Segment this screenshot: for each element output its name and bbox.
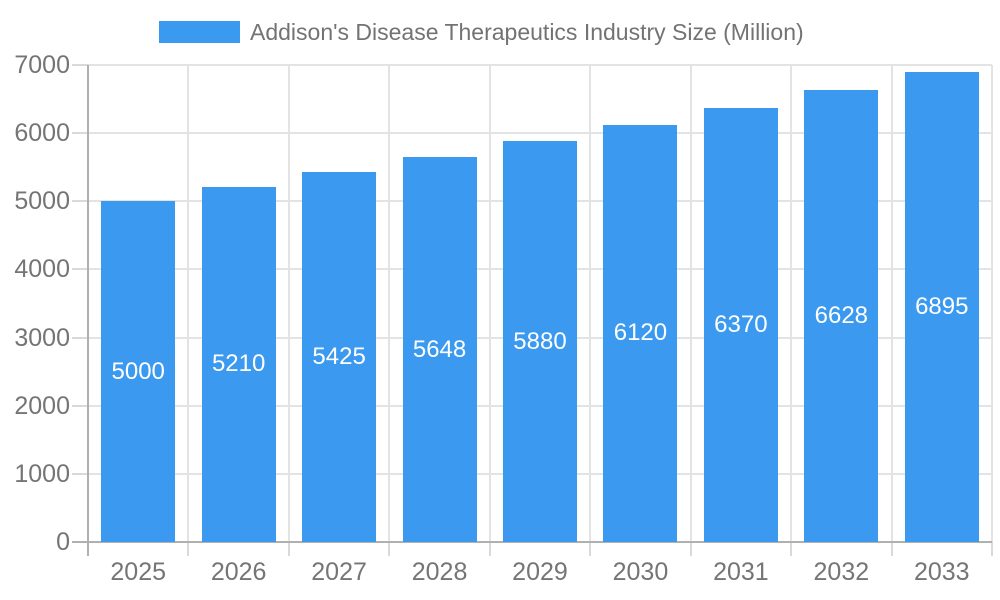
x-gridline bbox=[991, 65, 993, 542]
y-tick-label: 7000 bbox=[14, 51, 70, 79]
x-gridline bbox=[790, 65, 793, 542]
x-tick-label: 2028 bbox=[411, 558, 468, 586]
bar-value-label: 5648 bbox=[412, 335, 467, 363]
y-tick-label: 2000 bbox=[14, 391, 70, 420]
y-tick-label: 1000 bbox=[14, 459, 70, 488]
x-gridline bbox=[689, 65, 692, 542]
y-gridline bbox=[88, 132, 992, 135]
x-axis-tick bbox=[388, 542, 391, 556]
x-axis-tick bbox=[890, 542, 893, 556]
x-axis-tick bbox=[991, 542, 993, 556]
x-axis-tick bbox=[689, 542, 692, 556]
legend-swatch bbox=[159, 21, 240, 43]
x-tick-label: 2029 bbox=[512, 558, 568, 586]
y-axis-tick bbox=[72, 336, 88, 339]
bar-value-label: 6120 bbox=[613, 319, 668, 347]
x-gridline bbox=[287, 65, 290, 542]
bar-value-label: 6895 bbox=[915, 293, 969, 321]
y-axis-tick bbox=[72, 472, 88, 475]
x-tick-label: 2027 bbox=[311, 558, 367, 586]
y-axis-tick bbox=[72, 64, 88, 66]
bar-2033[interactable] bbox=[904, 72, 979, 542]
x-tick-label: 2032 bbox=[813, 558, 870, 586]
x-tick-label: 2030 bbox=[612, 558, 669, 586]
y-axis-tick bbox=[72, 200, 88, 203]
x-axis-tick bbox=[187, 542, 190, 556]
bar-value-label: 5000 bbox=[111, 357, 165, 385]
y-axis-tick bbox=[72, 404, 88, 407]
x-gridline bbox=[187, 65, 190, 542]
x-gridline bbox=[890, 65, 893, 542]
x-axis-tick bbox=[589, 542, 592, 556]
bar-value-label: 6628 bbox=[814, 302, 869, 330]
x-gridline bbox=[589, 65, 592, 542]
y-tick-label: 6000 bbox=[14, 119, 70, 148]
x-tick-label: 2031 bbox=[713, 558, 769, 586]
x-tick-label: 2025 bbox=[110, 558, 167, 586]
x-gridline bbox=[388, 65, 391, 542]
bar-2032[interactable] bbox=[804, 90, 879, 542]
y-axis-tick bbox=[72, 268, 88, 271]
y-tick-label: 5000 bbox=[14, 187, 70, 216]
bar-2031[interactable] bbox=[703, 107, 778, 542]
chart-title: Addison's Disease Therapeutics Industry … bbox=[250, 19, 804, 45]
y-axis-tick bbox=[72, 132, 88, 135]
bar-2026[interactable] bbox=[201, 186, 276, 542]
x-tick-label: 2026 bbox=[210, 558, 267, 586]
bar-2028[interactable] bbox=[402, 157, 477, 542]
y-gridline bbox=[88, 64, 992, 66]
x-axis-tick bbox=[488, 542, 491, 556]
x-tick-label: 2033 bbox=[913, 558, 970, 586]
x-axis-tick bbox=[790, 542, 793, 556]
bar-value-label: 6370 bbox=[714, 310, 768, 338]
bar-2025[interactable] bbox=[101, 201, 176, 542]
bar-value-label: 5210 bbox=[211, 350, 266, 378]
bar-2030[interactable] bbox=[603, 124, 678, 542]
bar-value-label: 5425 bbox=[312, 343, 366, 371]
y-tick-label: 4000 bbox=[14, 255, 70, 284]
x-axis-line bbox=[72, 541, 992, 543]
x-gridline bbox=[488, 65, 491, 542]
bar-2027[interactable] bbox=[302, 172, 377, 542]
y-tick-label: 0 bbox=[56, 528, 70, 556]
bar-value-label: 5880 bbox=[513, 327, 567, 355]
y-tick-label: 3000 bbox=[14, 323, 70, 352]
y-axis-line bbox=[87, 65, 89, 556]
bar-2029[interactable] bbox=[503, 141, 577, 542]
x-axis-tick bbox=[287, 542, 290, 556]
